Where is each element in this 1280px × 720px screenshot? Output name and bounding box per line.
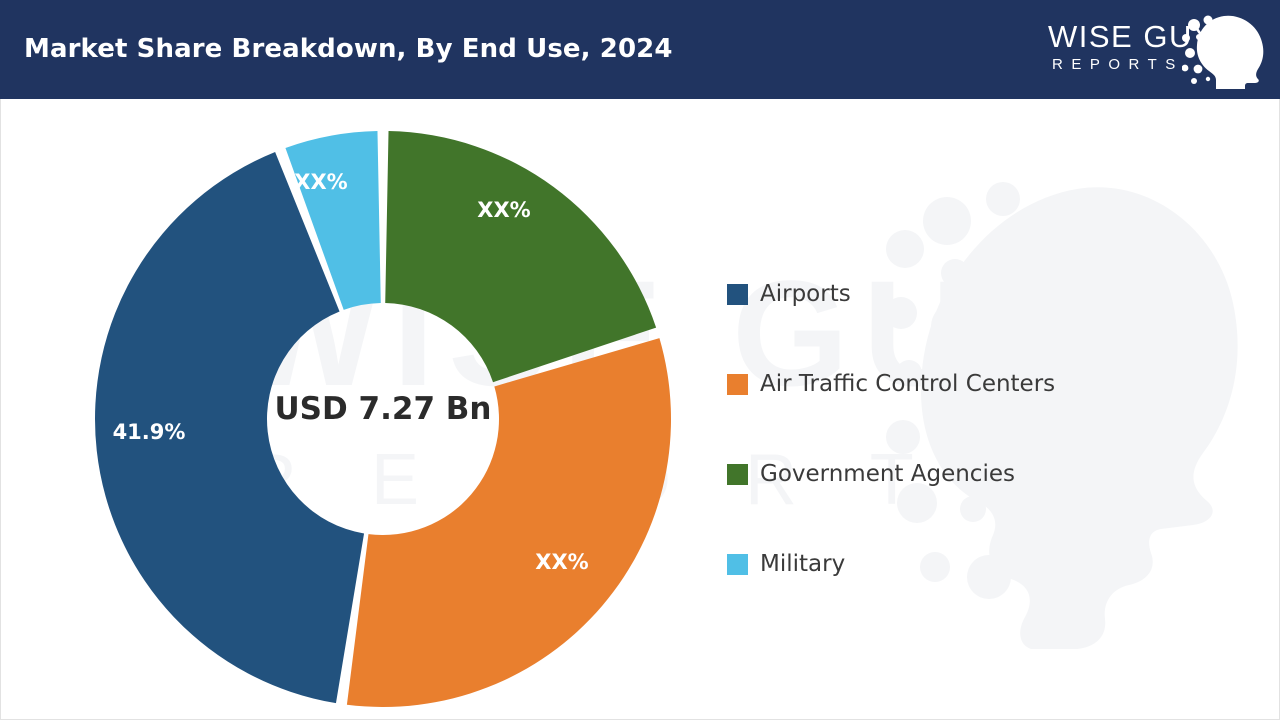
logo-wordmark-secondary: REPORTS [1052, 56, 1184, 73]
legend-item-label: Air Traffic Control Centers [760, 371, 1056, 397]
donut-slice[interactable] [346, 338, 672, 707]
page-title: Market Share Breakdown, By End Use, 2024 [24, 34, 673, 64]
donut-slice[interactable] [385, 131, 657, 383]
donut-slice-label: XX% [294, 170, 347, 194]
donut-center-value: USD 7.27 Bn [275, 391, 492, 427]
legend-item[interactable]: Airports [727, 249, 1147, 339]
donut-slice-label-group: XX% XX% 41.9% XX% [113, 170, 589, 574]
header-bar: Market Share Breakdown, By End Use, 2024… [0, 0, 1280, 99]
donut-slice[interactable] [95, 151, 365, 704]
chart-content-area: WISE GUY REPORTS [0, 99, 1280, 720]
legend-item[interactable]: Military [727, 519, 1147, 609]
donut-chart: XX% XX% 41.9% XX% USD 7.27 Bn [93, 109, 673, 709]
legend-swatch-icon [727, 283, 748, 305]
donut-slice-label: XX% [477, 198, 530, 222]
brand-logo: WISE GUY REPORTS [1024, 9, 1274, 91]
legend-item[interactable]: Government Agencies [727, 429, 1147, 519]
legend-swatch-icon [727, 373, 748, 395]
legend-item[interactable]: Air Traffic Control Centers [727, 339, 1147, 429]
legend-item-label: Government Agencies [760, 461, 1015, 487]
donut-slice[interactable] [285, 131, 381, 310]
legend-item-label: Military [760, 551, 846, 577]
donut-slice-group [95, 131, 672, 707]
donut-slice-label: XX% [535, 550, 588, 574]
legend-swatch-icon [727, 463, 748, 485]
donut-slice-label: 41.9% [113, 420, 186, 444]
head-silhouette-icon [1182, 15, 1264, 89]
legend-swatch-icon [727, 553, 748, 575]
chart-legend: Airports Air Traffic Control Centers Gover… [727, 249, 1147, 609]
legend-item-label: Airports [760, 281, 851, 307]
donut-chart-svg: XX% XX% 41.9% XX% USD 7.27 Bn [95, 131, 672, 707]
